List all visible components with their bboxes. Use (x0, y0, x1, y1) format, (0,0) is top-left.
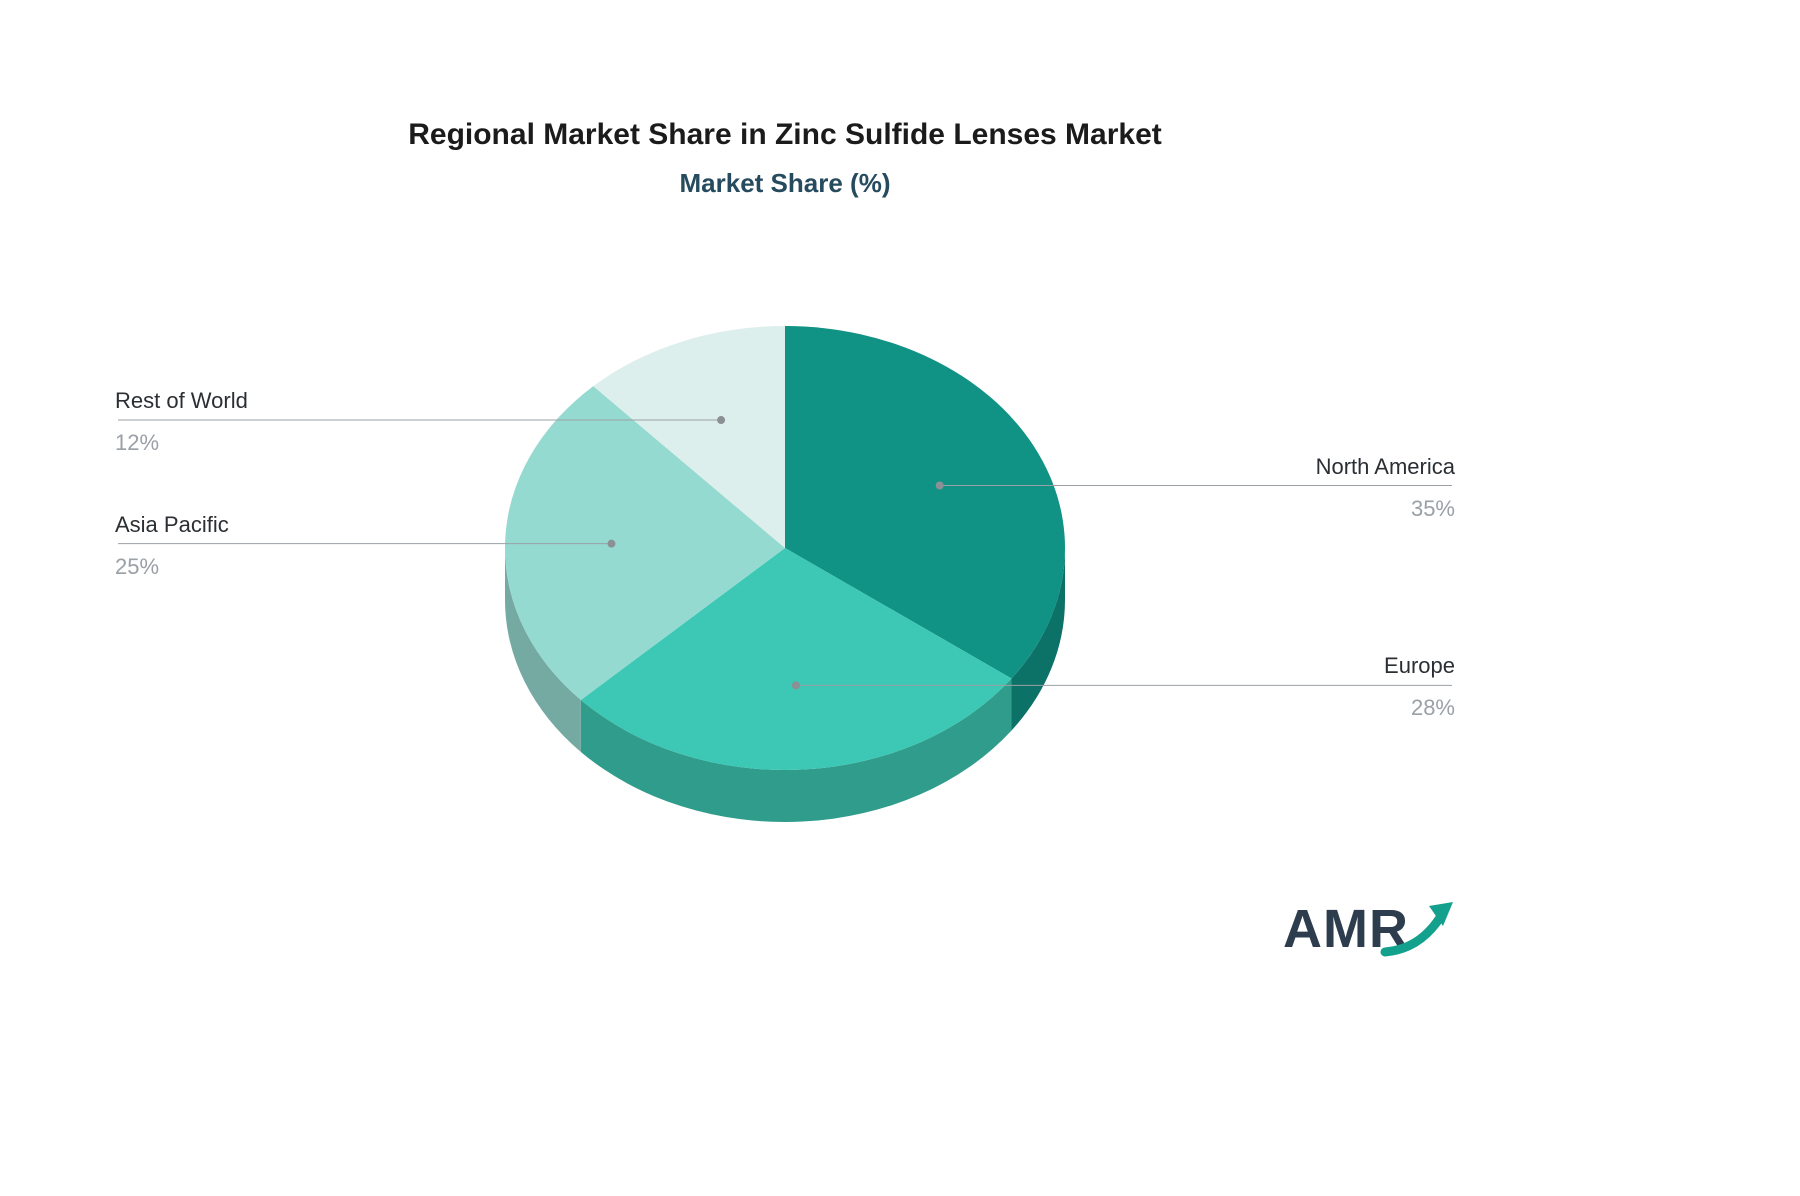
slice-label-name: Europe (1384, 653, 1455, 679)
amr-logo: AMR (1283, 898, 1473, 970)
label-rest-of-world: Rest of World 12% (115, 388, 475, 456)
label-europe: Europe 28% (1095, 653, 1455, 721)
slice-asia-pacific (505, 386, 785, 700)
leader-dot-europe (791, 681, 800, 690)
slice-label-pct: 12% (115, 430, 160, 456)
leader-dot-north-america (935, 481, 944, 490)
slice-label-pct: 25% (115, 553, 160, 579)
slice-label-pct: 35% (1410, 495, 1455, 521)
amr-logo-arrow-icon (1380, 902, 1453, 957)
slice-side-asia-pacific (505, 548, 581, 752)
slice-side-europe (580, 678, 1012, 823)
slice-rest-of-world (593, 326, 785, 548)
chart-subtitle: Market Share (%) (679, 168, 891, 198)
slice-label-pct: 28% (1410, 695, 1455, 721)
slice-label-name: Asia Pacific (115, 511, 229, 537)
slice-north-america (785, 326, 1065, 679)
label-asia-pacific: Asia Pacific 25% (115, 512, 475, 580)
label-north-america: North America 35% (1095, 454, 1455, 522)
slice-side-north-america (1011, 548, 1065, 731)
slice-label-name: North America (1315, 453, 1455, 479)
slice-label-name: Rest of World (115, 388, 248, 414)
leader-dot-asia-pacific (607, 539, 616, 548)
leader-dot-rest-of-world (717, 416, 726, 425)
page-title: Regional Market Share in Zinc Sulfide Le… (408, 118, 1162, 151)
slice-europe (580, 548, 1012, 771)
